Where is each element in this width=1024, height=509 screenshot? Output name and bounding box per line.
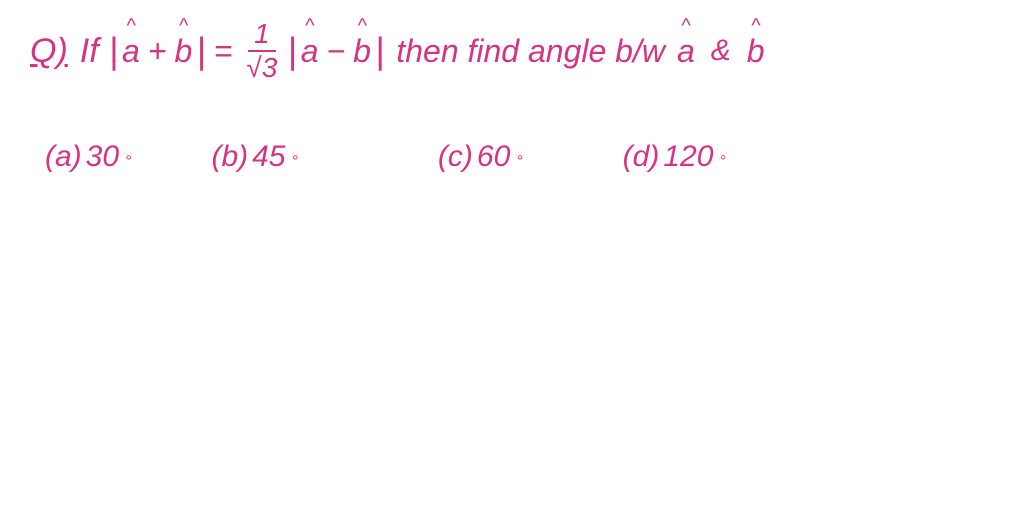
ampersand: &: [711, 34, 731, 68]
abs-open-1: |: [109, 30, 118, 72]
b-hat-2: b: [353, 33, 371, 70]
abs-open-2: |: [287, 30, 296, 72]
abs-close-2: |: [375, 30, 384, 72]
option-a: (a) 30 °: [45, 140, 131, 174]
option-d-label: (d): [623, 140, 660, 174]
if-word: If: [80, 32, 99, 71]
then-text: then find angle b/w: [396, 33, 665, 70]
option-c-label: (c): [438, 140, 473, 174]
sqrt-symbol: √: [246, 54, 261, 82]
option-d-value: 120: [663, 140, 713, 174]
minus-op: −: [326, 33, 345, 70]
fraction-numerator: 1: [248, 20, 276, 52]
abs-close-1: |: [196, 30, 205, 72]
option-c-value: 60: [477, 140, 510, 174]
equals-op: =: [214, 33, 233, 70]
a-hat-3: a: [677, 33, 695, 70]
fraction-denominator: √ 3: [246, 52, 277, 82]
a-hat-2: a: [301, 33, 319, 70]
option-a-degree: °: [125, 153, 131, 171]
plus-op: +: [148, 33, 167, 70]
question-line: Q) If | a + b | = 1 √ 3 | a − b | then f…: [30, 20, 765, 82]
option-b-degree: °: [292, 153, 298, 171]
fraction: 1 √ 3: [246, 20, 277, 82]
b-hat-3: b: [747, 33, 765, 70]
option-c: (c) 60 °: [438, 140, 523, 174]
sqrt-value: 3: [262, 54, 278, 82]
option-c-degree: °: [516, 153, 522, 171]
option-b-label: (b): [211, 140, 248, 174]
option-b: (b) 45 °: [211, 140, 297, 174]
a-hat-1: a: [122, 33, 140, 70]
b-hat-1: b: [175, 33, 193, 70]
options-line: (a) 30 ° (b) 45 ° (c) 60 ° (d) 120 °: [45, 140, 726, 174]
option-a-label: (a): [45, 140, 82, 174]
option-d: (d) 120 °: [623, 140, 726, 174]
question-prefix: Q): [30, 32, 68, 71]
option-d-degree: °: [719, 153, 725, 171]
option-a-value: 30: [86, 140, 119, 174]
option-b-value: 45: [252, 140, 285, 174]
